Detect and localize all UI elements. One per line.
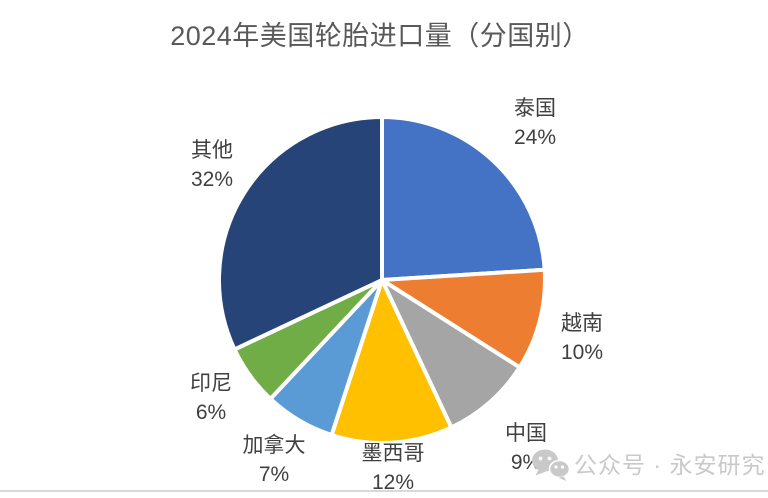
watermark-text: 公众号 · 永安研究 — [574, 452, 766, 478]
slice-label-mexico: 墨西哥 12% — [362, 439, 425, 497]
slice-label-name: 加拿大 — [242, 434, 306, 457]
slice-label-name: 越南 — [561, 312, 603, 335]
pie-slice-vietnam — [380, 267, 548, 370]
pie-slice-mexico — [329, 278, 454, 445]
slice-label-value: 6% — [195, 401, 227, 424]
slice-label-canada: 加拿大 7% — [243, 431, 306, 489]
slice-label-indonesia: 印尼 6% — [190, 369, 232, 427]
slice-label-name: 其他 — [191, 139, 233, 162]
slice-label-value: 24% — [513, 126, 557, 149]
slice-label-value: 7% — [258, 463, 290, 486]
bottom-divider — [0, 490, 768, 492]
slice-label-name: 中国 — [505, 422, 547, 445]
slice-label-name: 墨西哥 — [361, 442, 425, 465]
slice-label-vietnam: 越南 10% — [561, 309, 603, 367]
slice-label-value: 10% — [560, 341, 604, 364]
chart-title: 2024年美国轮胎进口量（分国别） — [170, 21, 590, 51]
watermark: 公众号 · 永安研究 — [531, 448, 765, 482]
slice-label-name: 印尼 — [190, 372, 232, 395]
slice-label-thailand: 泰国 24% — [514, 94, 556, 152]
pie-slice-other — [217, 115, 384, 352]
slice-label-value: 32% — [190, 168, 234, 191]
slice-label-value: 12% — [371, 471, 415, 494]
pie-slice-thailand — [380, 115, 547, 282]
wechat-icon — [532, 449, 571, 481]
slice-label-other: 其他 32% — [191, 136, 233, 194]
slice-label-name: 泰国 — [514, 97, 556, 120]
